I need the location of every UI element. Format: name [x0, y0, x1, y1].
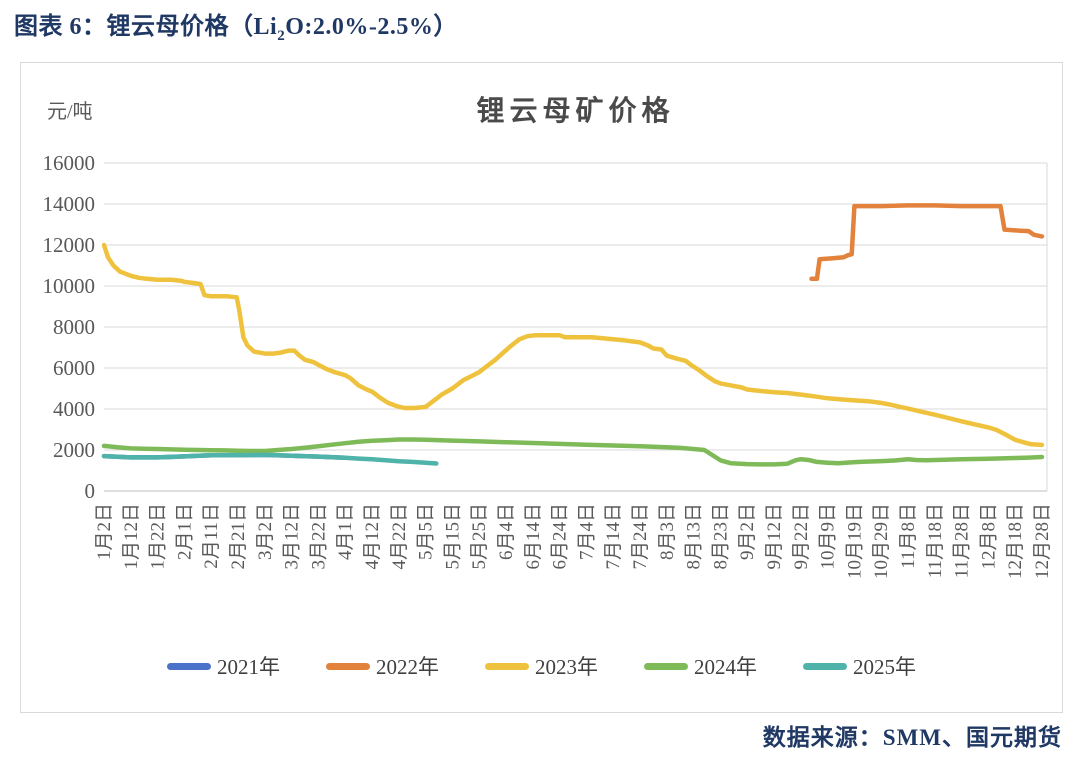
legend-label: 2021年	[217, 655, 280, 679]
x-tick-label: 10月9日	[818, 503, 839, 570]
x-tick-label: 9月12日	[764, 503, 785, 570]
x-tick-label: 9月2日	[737, 503, 758, 560]
figure-caption: 图表 6：锂云母价格（Li2O:2.0%-2.5%）	[14, 6, 458, 45]
y-tick-label: 12000	[43, 233, 96, 257]
x-tick-label: 1月2日	[94, 503, 115, 560]
x-tick-label: 4月12日	[362, 503, 383, 570]
x-tick-label: 7月24日	[630, 503, 651, 570]
x-tick-label: 1月22日	[148, 503, 169, 570]
x-tick-label: 8月23日	[710, 503, 731, 570]
series-line-2023	[101, 242, 1045, 448]
x-tick-label: 3月22日	[308, 503, 329, 570]
x-tick-label: 3月2日	[255, 503, 276, 560]
data-source-note: 数据来源：SMM、国元期货	[762, 725, 1062, 750]
plot-area: 0 2000 4000 6000 8000 10000 12000 14000 16000 1月2…	[43, 151, 1054, 579]
y-tick-label: 0	[85, 479, 96, 503]
x-tick-label: 4月1日	[335, 503, 356, 560]
x-tick-label: 10月29日	[871, 503, 892, 579]
x-tick-label: 5月15日	[442, 503, 463, 570]
legend-item-2025: 2025年	[803, 651, 916, 681]
figure-caption-subscript: 2	[277, 27, 286, 44]
x-tick-label: 6月24日	[550, 503, 571, 570]
legend-label: 2025年	[853, 655, 916, 679]
legend-label: 2022年	[376, 655, 439, 679]
x-tick-label: 6月4日	[496, 503, 517, 560]
y-tick-label: 2000	[53, 438, 95, 462]
x-tick-label: 10月19日	[844, 503, 865, 579]
figure-caption-suffix: O:2.0%-2.5%）	[285, 14, 458, 40]
legend-label: 2024年	[694, 655, 757, 679]
y-tick-label: 10000	[43, 274, 96, 298]
legend-label: 2023年	[535, 655, 598, 679]
x-tick-label: 11月8日	[898, 503, 919, 569]
legend-item-2021: 2021年	[167, 651, 280, 681]
x-tick-label: 1月12日	[121, 503, 142, 570]
chart-title: 锂云母矿价格	[476, 96, 675, 127]
x-tick-label: 11月28日	[952, 503, 973, 578]
legend-item-2022: 2022年	[326, 651, 439, 681]
y-tick-label: 6000	[53, 356, 95, 380]
y-tick-label: 14000	[43, 192, 96, 216]
x-tick-label: 7月14日	[603, 503, 624, 570]
x-tick-label: 2月11日	[201, 503, 222, 569]
x-tick-label: 12月18日	[1005, 503, 1026, 579]
x-tick-label: 6月14日	[523, 503, 544, 570]
legend-swatch-icon	[326, 662, 370, 670]
chart-container: 锂云母矿价格 元/吨 0 2000 4000 6000 8000 10000 12000 14…	[20, 62, 1063, 713]
series-line-2022	[809, 203, 1045, 282]
figure-caption-prefix: 图表 6：锂云母价格（Li	[14, 14, 278, 40]
series-line-2024	[101, 437, 1045, 467]
legend-item-2024: 2024年	[644, 651, 757, 681]
x-tick-label: 11月18日	[925, 503, 946, 578]
x-tick-label: 12月8日	[978, 503, 999, 570]
x-tick-label: 7月4日	[576, 503, 597, 560]
y-tick-label: 4000	[53, 397, 95, 421]
legend-swatch-icon	[167, 662, 211, 670]
legend-swatch-icon	[644, 662, 688, 670]
x-tick-label: 2月1日	[174, 503, 195, 560]
x-tick-label: 3月12日	[282, 503, 303, 570]
x-tick-label: 8月3日	[657, 503, 678, 560]
y-axis-unit-label: 元/吨	[47, 101, 93, 123]
x-tick-label: 12月28日	[1032, 503, 1053, 579]
x-tick-label: 8月13日	[684, 503, 705, 570]
y-tick-label: 16000	[43, 151, 96, 175]
y-tick-label: 8000	[53, 315, 95, 339]
legend-item-2023: 2023年	[485, 651, 598, 681]
x-tick-label: 9月22日	[791, 503, 812, 570]
series-line-2025	[101, 452, 439, 466]
legend-swatch-icon	[485, 662, 529, 670]
x-tick-label: 5月5日	[416, 503, 437, 560]
x-tick-label: 2月21日	[228, 503, 249, 570]
x-tick-label: 4月22日	[389, 503, 410, 570]
x-tick-label: 5月25日	[469, 503, 490, 570]
chart-legend: 2021年 2022年 2023年 2024年 2025年	[21, 651, 1062, 681]
legend-swatch-icon	[803, 662, 847, 670]
